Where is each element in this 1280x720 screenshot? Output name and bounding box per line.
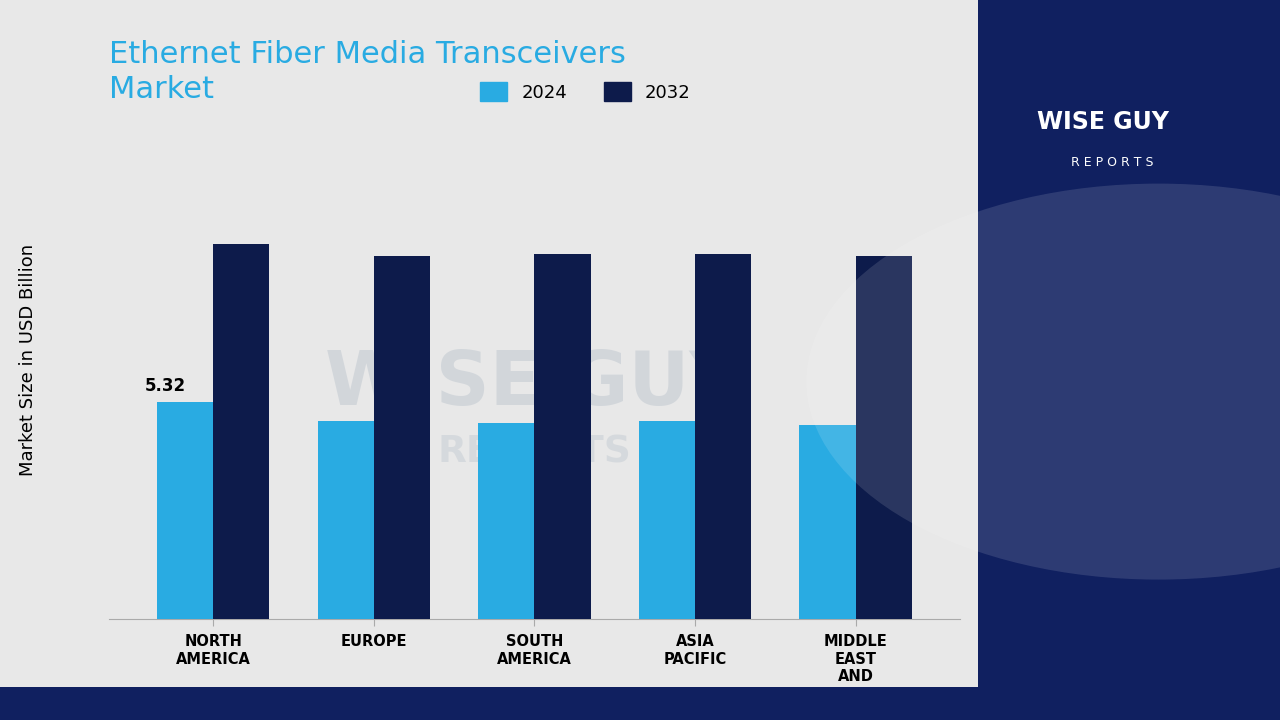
Bar [214, 244, 269, 619]
Legend: 2024, 2032: 2024, 2032 [472, 75, 698, 109]
Text: Ethernet Fiber Media Transceivers
Market: Ethernet Fiber Media Transceivers Market [109, 40, 626, 104]
Bar [639, 421, 695, 619]
Bar [535, 254, 590, 619]
Bar [479, 423, 535, 619]
Text: WISE GUY: WISE GUY [1037, 110, 1170, 135]
Bar [157, 402, 214, 619]
Bar [800, 426, 855, 619]
Bar [317, 421, 374, 619]
Text: R E P O R T S: R E P O R T S [1071, 156, 1153, 168]
Bar [374, 256, 430, 619]
Text: REPORTS: REPORTS [438, 435, 631, 471]
Bar [695, 254, 751, 619]
Text: Market Size in USD Billion: Market Size in USD Billion [19, 244, 37, 476]
Text: 5.32: 5.32 [145, 377, 186, 395]
Text: WISE GUY: WISE GUY [325, 348, 744, 420]
Bar [855, 256, 911, 619]
